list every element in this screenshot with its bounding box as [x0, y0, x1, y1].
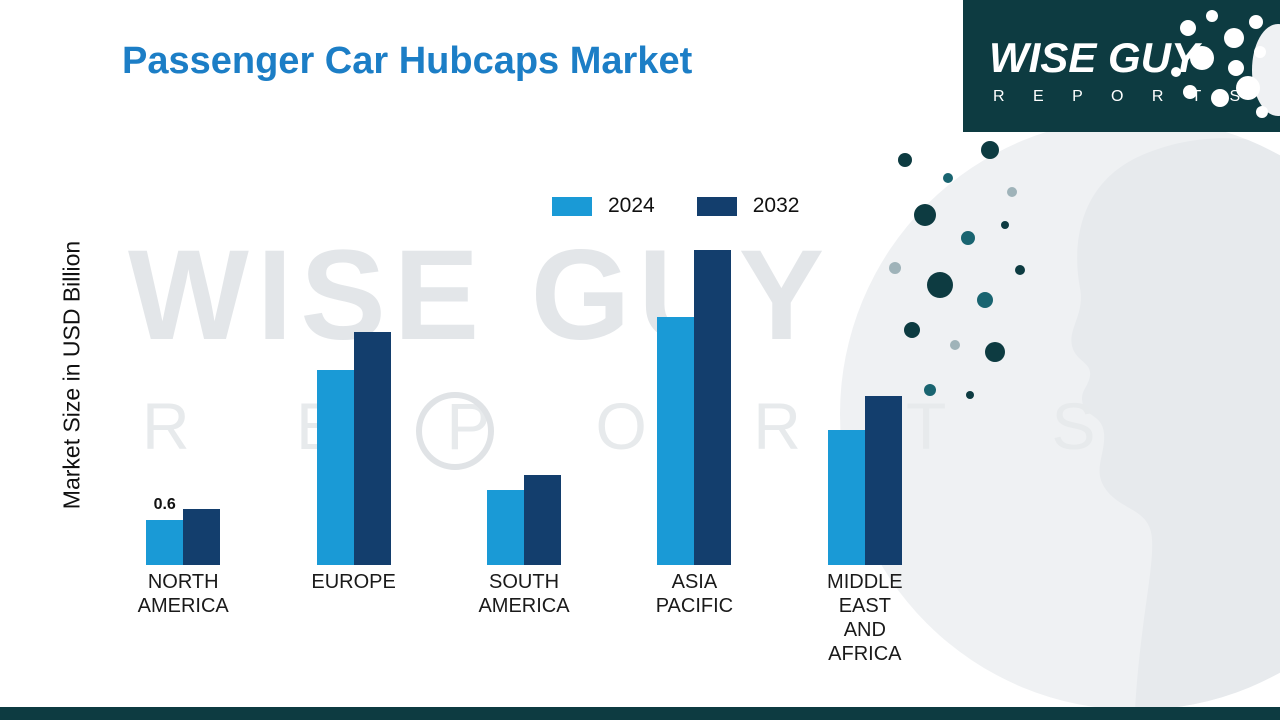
category-label-text: MIDDLE EAST AND AFRICA: [827, 571, 903, 665]
bar-group: [268, 332, 438, 565]
category-label-text: EUROPE: [311, 571, 396, 593]
background-circle: [840, 118, 1280, 710]
bar-2024: [487, 490, 525, 565]
bar-group: 0.6: [98, 496, 268, 565]
logo-face-dots-icon: [1171, 10, 1280, 118]
legend-swatch-2032: [696, 196, 737, 216]
legend-item-2032: 2032: [696, 194, 800, 218]
bar-2024: [657, 317, 695, 565]
legend-label-2024: 2024: [608, 194, 655, 217]
category-label: MIDDLE EAST AND AFRICA: [780, 570, 950, 666]
face-profile-silhouette: [1071, 138, 1280, 710]
category-label-text: NORTH AMERICA: [137, 571, 229, 617]
bar-2024: [316, 370, 354, 565]
category-label-text: SOUTH AMERICA: [478, 571, 570, 617]
category-label-text: ASIA PACIFIC: [655, 571, 734, 617]
bar-group: [609, 250, 779, 565]
bar-2032: [183, 509, 221, 565]
chart-title: Passenger Car Hubcaps Market: [122, 40, 693, 82]
decorative-dots: [889, 141, 1025, 399]
bar-value-label: 0.6: [153, 496, 176, 513]
logo-reports: R E P O R T S: [993, 88, 1253, 105]
bar-group: [439, 475, 609, 565]
y-axis-label: Market Size in USD Billion: [58, 240, 85, 510]
bar-2032: [864, 396, 902, 565]
category-label: SOUTH AMERICA: [439, 570, 609, 666]
legend-label-2032: 2032: [752, 194, 800, 217]
footer-bar: [0, 707, 1280, 720]
watermark-ring: [416, 392, 494, 470]
logo-name: WISE GUY: [989, 34, 1200, 81]
legend-item-2024: 2024: [552, 194, 655, 218]
bar-group: [780, 396, 950, 565]
bar-2032: [694, 250, 732, 565]
bar-2024: [827, 430, 865, 565]
watermark-line2: R E P O R T S: [142, 389, 1140, 463]
bar-chart: 0.6: [98, 0, 950, 565]
logo-text: WISE GUY R E P O R T S: [989, 34, 1252, 106]
category-labels: NORTH AMERICA EUROPE SOUTH AMERICA ASIA PAC…: [98, 570, 950, 666]
category-label: NORTH AMERICA: [98, 570, 268, 666]
wiseguy-logo: WISE GUY R E P O R T S: [963, 0, 1280, 132]
category-label: ASIA PACIFIC: [609, 570, 779, 666]
legend-swatch-2024: [552, 196, 592, 216]
legend: 2024 2032: [552, 194, 799, 218]
bar-2032: [524, 475, 562, 565]
category-label: EUROPE: [268, 570, 438, 666]
bar-2024: 0.6: [146, 496, 184, 565]
bar-2032: [353, 332, 391, 565]
